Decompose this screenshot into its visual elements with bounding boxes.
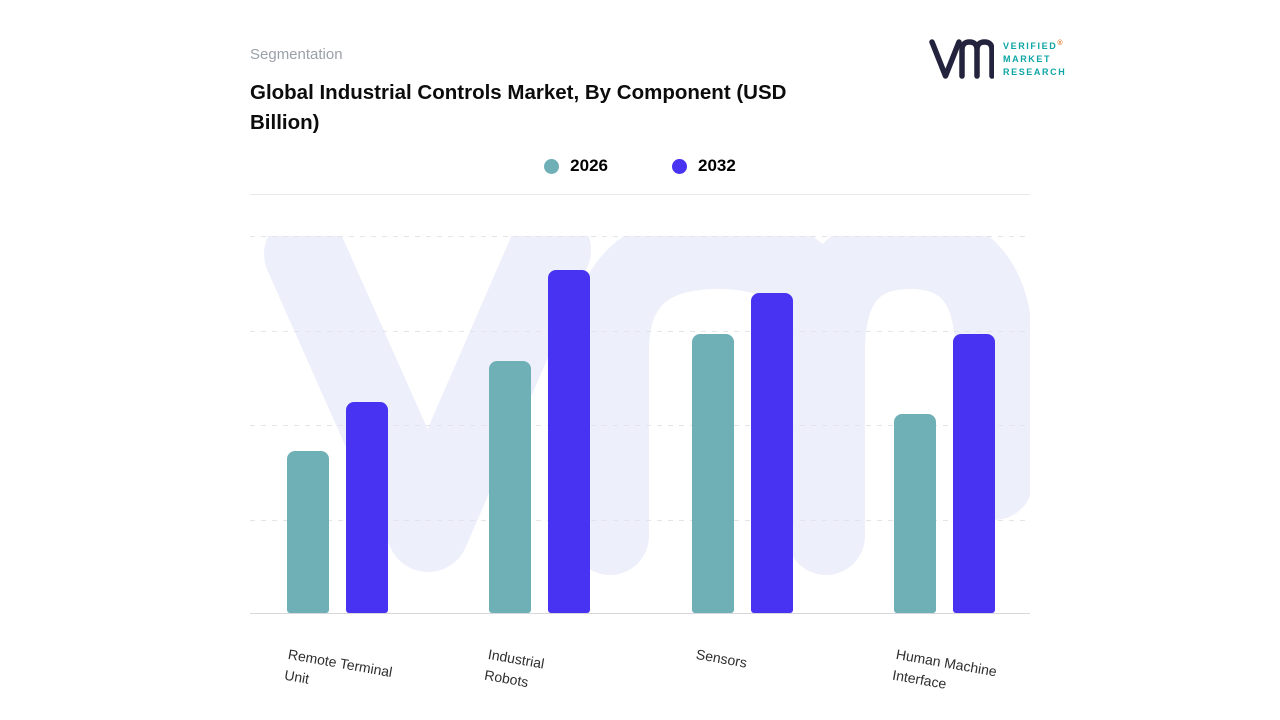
legend-dot-2026: [544, 158, 560, 174]
bars-row: [250, 236, 1030, 614]
plot-area: [250, 236, 1030, 615]
legend-item-2032: 2032: [672, 156, 736, 176]
logo-line-market: MARKET: [1003, 53, 1052, 64]
bar-2032: [346, 402, 388, 614]
legend-label: 2032: [698, 156, 736, 176]
eyebrow-segmentation: Segmentation: [250, 46, 343, 63]
registered-mark: ®: [1057, 39, 1063, 47]
category-labels: Remote Terminal Unit Industrial Robots Senso…: [250, 628, 1030, 720]
gridline: [250, 236, 1030, 238]
divider: [250, 194, 1030, 196]
chart-title: Global Industrial Controls Market, By Co…: [250, 81, 787, 134]
gridline: [250, 330, 1030, 332]
category-label: Sensors: [694, 646, 749, 672]
gridline: [250, 425, 1030, 427]
chart-card: Segmentation Global Industrial Controls …: [250, 46, 1030, 720]
vm-watermark-icon: [250, 236, 1030, 614]
legend-item-2026: 2026: [544, 156, 608, 176]
bar-group: [287, 236, 388, 614]
category-label: Remote Terminal Unit: [283, 646, 394, 688]
bar-2026: [287, 451, 329, 614]
legend: 2026 2032: [250, 153, 1030, 179]
bar-2032: [750, 293, 793, 614]
bar-2026: [893, 413, 936, 614]
category-label: Human Machine Interface: [891, 646, 999, 693]
logo-line-verified: VERIFIED®: [1003, 39, 1063, 51]
gridline: [250, 519, 1030, 521]
x-axis-line: [250, 613, 1030, 615]
bar-group: [489, 236, 591, 614]
bar-2032: [548, 270, 591, 614]
logo-line-research: RESEARCH: [1003, 67, 1067, 78]
bar-2032: [952, 334, 995, 614]
legend-label: 2026: [570, 156, 608, 176]
vmr-logo: VERIFIED® MARKET RESEARCH: [928, 36, 1066, 82]
bar-2026: [691, 334, 734, 614]
logo-wordmark: VERIFIED® MARKET RESEARCH: [1003, 39, 1066, 79]
bar-chart: Remote Terminal Unit Industrial Robots Senso…: [250, 236, 1030, 720]
bar-group: [691, 236, 793, 614]
bar-group: [893, 236, 995, 614]
bar-2026: [489, 360, 532, 614]
category-label: Industrial Robots: [483, 646, 546, 691]
vm-monogram-icon: [929, 39, 994, 79]
legend-dot-2032: [672, 158, 687, 174]
